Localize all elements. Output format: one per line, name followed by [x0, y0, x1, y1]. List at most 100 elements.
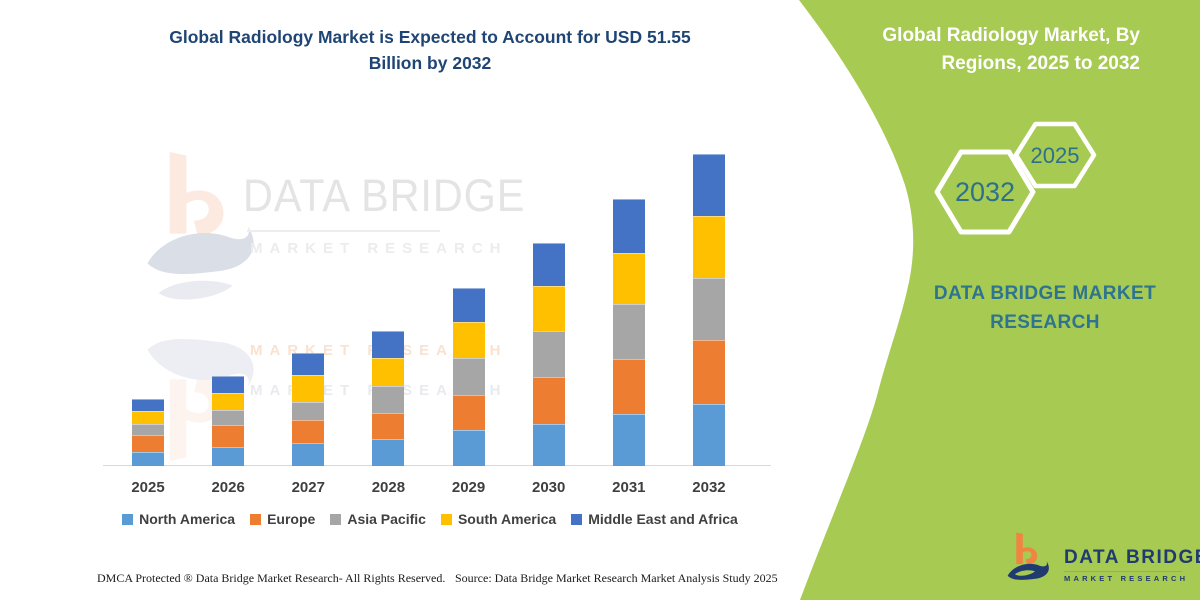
chart-legend: North America Europe Asia Pacific South Ame… — [100, 511, 760, 527]
bar-segment-2028-europe — [372, 413, 405, 440]
chart-title-line1: Global Radiology Market is Expected to A… — [169, 27, 691, 47]
x-axis-label-2027: 2027 — [291, 479, 325, 496]
side-panel-title-line2: Regions, 2025 to 2032 — [941, 52, 1140, 74]
bar-segment-2030-south-america — [532, 285, 565, 332]
bar-segment-2029-north-america — [452, 430, 485, 466]
x-axis-label-2032: 2032 — [692, 479, 726, 496]
bar-segment-2028-south-america — [372, 358, 405, 386]
hexagon-2032 — [934, 149, 1036, 235]
legend-item-asia-pacific: Asia Pacific — [330, 511, 426, 527]
footer-source-text: Source: Data Bridge Market Research Mark… — [455, 571, 778, 585]
bar-segment-2032-middle-east-and-africa — [692, 154, 725, 217]
bar-segment-2032-north-america — [692, 403, 725, 466]
bar-segment-2025-europe — [132, 435, 164, 453]
x-axis-label-2029: 2029 — [451, 479, 486, 496]
legend-item-europe: Europe — [250, 511, 315, 527]
bar-segment-2030-europe — [532, 376, 565, 424]
bar-2029 — [452, 288, 485, 466]
bar-segment-2031-south-america — [612, 252, 645, 304]
bar-segment-2028-asia-pacific — [372, 385, 405, 414]
watermark-logo-reflection-icon — [140, 300, 270, 465]
data-bridge-logo: DATA BRIDGE MARKET RESEARCH — [1002, 531, 1200, 598]
bar-segment-2025-asia-pacific — [132, 424, 164, 436]
bar-segment-2025-middle-east-and-africa — [132, 399, 164, 412]
bar-segment-2028-north-america — [372, 439, 405, 466]
legend-swatch-icon — [250, 513, 262, 525]
legend-item-south-america: South America — [440, 511, 557, 527]
bar-2027 — [292, 353, 325, 466]
legend-label: South America — [457, 511, 557, 527]
bar-segment-2031-middle-east-and-africa — [612, 198, 645, 253]
side-panel-brand-line2: RESEARCH — [990, 311, 1100, 333]
side-panel-title: Global Radiology Market, By Regions, 202… — [845, 22, 1140, 77]
bar-segment-2029-south-america — [452, 321, 485, 359]
bar-segment-2026-asia-pacific — [212, 410, 245, 426]
bar-segment-2029-asia-pacific — [452, 358, 485, 395]
legend-label: North America — [139, 511, 236, 527]
bar-segment-2025-north-america — [132, 452, 164, 466]
legend-label: Europe — [267, 511, 316, 527]
bar-segment-2026-europe — [212, 425, 245, 447]
bar-segment-2026-south-america — [212, 393, 245, 411]
bar-segment-2031-north-america — [612, 414, 645, 466]
bar-segment-2027-middle-east-and-africa — [292, 353, 325, 375]
side-panel-green-shape — [799, 0, 1200, 600]
legend-item-north-america: North America — [122, 511, 235, 527]
bar-segment-2025-south-america — [132, 411, 164, 425]
bar-2028 — [372, 331, 405, 466]
bar-segment-2026-middle-east-and-africa — [212, 376, 245, 394]
bar-segment-2027-europe — [292, 419, 325, 444]
bar-segment-2032-south-america — [692, 216, 725, 279]
side-panel-brand: DATA BRIDGE MARKET RESEARCH — [905, 280, 1185, 337]
legend-label: Asia Pacific — [347, 511, 426, 527]
legend-item-middle-east-and-africa: Middle East and Africa — [571, 511, 738, 527]
bar-segment-2031-europe — [612, 358, 645, 415]
legend-label: Middle East and Africa — [588, 511, 738, 527]
watermark-logo-icon — [140, 148, 270, 313]
bar-segment-2027-north-america — [292, 443, 325, 466]
bar-segment-2030-north-america — [532, 423, 565, 466]
side-panel-brand-line1: DATA BRIDGE MARKET — [933, 283, 1157, 304]
bar-2026 — [212, 376, 245, 466]
bar-2032 — [692, 154, 725, 466]
side-panel-title-line1: Global Radiology Market, By — [882, 25, 1140, 46]
data-bridge-logo-icon — [1002, 531, 1058, 598]
hexagon-2032-label: 2032 — [955, 177, 1015, 207]
chart-title-line2: Billion by 2032 — [368, 53, 492, 74]
bar-segment-2029-europe — [452, 395, 485, 430]
bar-2025 — [132, 399, 164, 466]
watermark-underline — [247, 230, 440, 232]
bar-segment-2026-north-america — [212, 446, 245, 466]
legend-swatch-icon — [571, 513, 583, 525]
logo-divider — [1064, 570, 1182, 572]
bar-segment-2027-south-america — [292, 374, 325, 402]
logo-sub: MARKET RESEARCH — [1064, 573, 1189, 583]
stacked-bar-chart: 2025 2026 2027 2028 2029 2030 2031 2032 — [103, 154, 771, 496]
data-bridge-logo-text: DATA BRIDGE MARKET RESEARCH — [1064, 547, 1200, 583]
bar-segment-2032-asia-pacific — [692, 278, 725, 341]
bar-segment-2027-asia-pacific — [292, 401, 325, 420]
bar-segment-2032-europe — [692, 340, 725, 404]
legend-swatch-icon — [122, 513, 134, 525]
logo-name: DATA BRIDGE — [1064, 546, 1200, 568]
hexagon-2025 — [1013, 121, 1097, 189]
bar-segment-2030-middle-east-and-africa — [532, 243, 565, 286]
bar-2030 — [532, 243, 565, 466]
x-axis-label-2030: 2030 — [532, 479, 566, 496]
watermark-sub-text: MARKET RESEARCH — [250, 240, 508, 257]
x-axis-label-2031: 2031 — [612, 479, 646, 496]
watermark-brand-text: DATA BRIDGE — [243, 170, 526, 221]
x-axis-line — [103, 465, 771, 466]
x-axis-label-2028: 2028 — [371, 479, 406, 496]
hexagon-2025-label: 2025 — [1031, 143, 1080, 168]
footer-dmca-text: DMCA Protected ® Data Bridge Market Rese… — [97, 571, 446, 585]
legend-swatch-icon — [330, 513, 342, 525]
bar-segment-2031-asia-pacific — [612, 303, 645, 359]
bar-segment-2028-middle-east-and-africa — [372, 331, 405, 359]
x-axis-label-2026: 2026 — [211, 479, 245, 496]
bar-segment-2029-middle-east-and-africa — [452, 288, 485, 322]
chart-title: Global Radiology Market is Expected to A… — [100, 24, 760, 77]
x-axis-label-2025: 2025 — [131, 479, 165, 496]
side-panel: 2032 2025 — [799, 0, 1200, 600]
